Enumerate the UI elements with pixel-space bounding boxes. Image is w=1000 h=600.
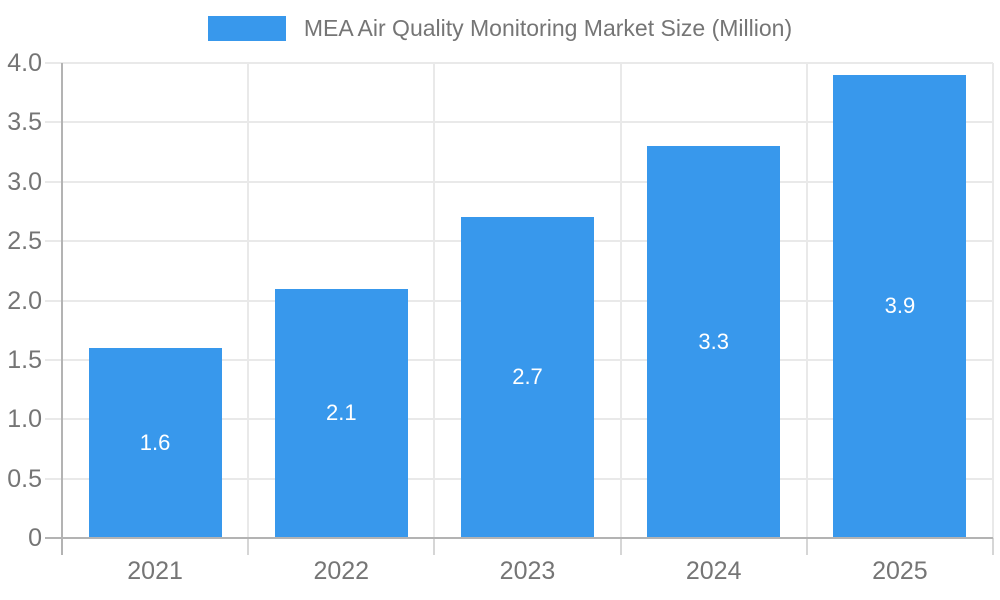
legend-swatch	[207, 16, 286, 41]
gridline	[62, 180, 993, 183]
y-axis-tick	[45, 299, 62, 302]
x-axis-line	[45, 537, 993, 539]
x-axis-tick	[433, 538, 436, 555]
bar: 3.3	[647, 146, 781, 537]
y-tick-label: 2.5	[7, 227, 42, 256]
category-separator	[992, 63, 994, 538]
x-tick-label: 2022	[313, 557, 370, 585]
x-tick-label: 2024	[685, 557, 742, 585]
y-axis-tick	[45, 180, 62, 183]
x-tick-label: 2021	[127, 557, 183, 585]
bar-value-label: 1.6	[139, 429, 171, 455]
x-axis-tick	[805, 538, 808, 555]
y-axis-tick	[45, 121, 62, 124]
bar: 1.6	[88, 348, 222, 537]
bar-value-label: 3.9	[884, 292, 916, 318]
bar-value-label: 2.7	[512, 364, 543, 390]
y-axis-tick	[45, 477, 62, 480]
gridline	[62, 121, 993, 124]
category-separator	[619, 63, 622, 538]
y-tick-label: 3.0	[7, 167, 42, 196]
y-tick-label: 0	[28, 524, 42, 552]
y-axis-line	[61, 63, 63, 555]
x-axis-tick	[992, 538, 994, 555]
y-axis-tick	[45, 62, 62, 64]
bar: 2.7	[461, 217, 594, 537]
y-axis-tick	[45, 358, 62, 361]
x-axis-tick	[619, 538, 622, 555]
chart-title: MEA Air Quality Monitoring Market Size (…	[303, 15, 793, 41]
y-axis-tick	[45, 418, 62, 421]
chart-legend: MEA Air Quality Monitoring Market Size (…	[0, 15, 1000, 42]
category-separator	[805, 63, 808, 538]
y-axis-tick	[45, 240, 62, 243]
bar-value-label: 2.1	[326, 399, 357, 425]
bar: 3.9	[833, 74, 967, 537]
y-tick-label: 1.5	[7, 345, 42, 374]
y-tick-label: 1.0	[7, 405, 42, 434]
x-tick-label: 2025	[872, 557, 928, 585]
bar: 2.1	[274, 288, 408, 537]
category-separator	[433, 63, 436, 538]
x-axis-tick	[247, 538, 250, 555]
bar-value-label: 3.3	[698, 328, 729, 354]
gridline	[62, 62, 993, 64]
y-tick-label: 3.5	[7, 108, 42, 137]
category-separator	[247, 63, 250, 538]
x-tick-label: 2023	[499, 557, 556, 585]
y-tick-label: 2.0	[7, 286, 42, 315]
y-tick-label: 0.5	[7, 464, 42, 493]
y-tick-label: 4.0	[7, 49, 42, 77]
